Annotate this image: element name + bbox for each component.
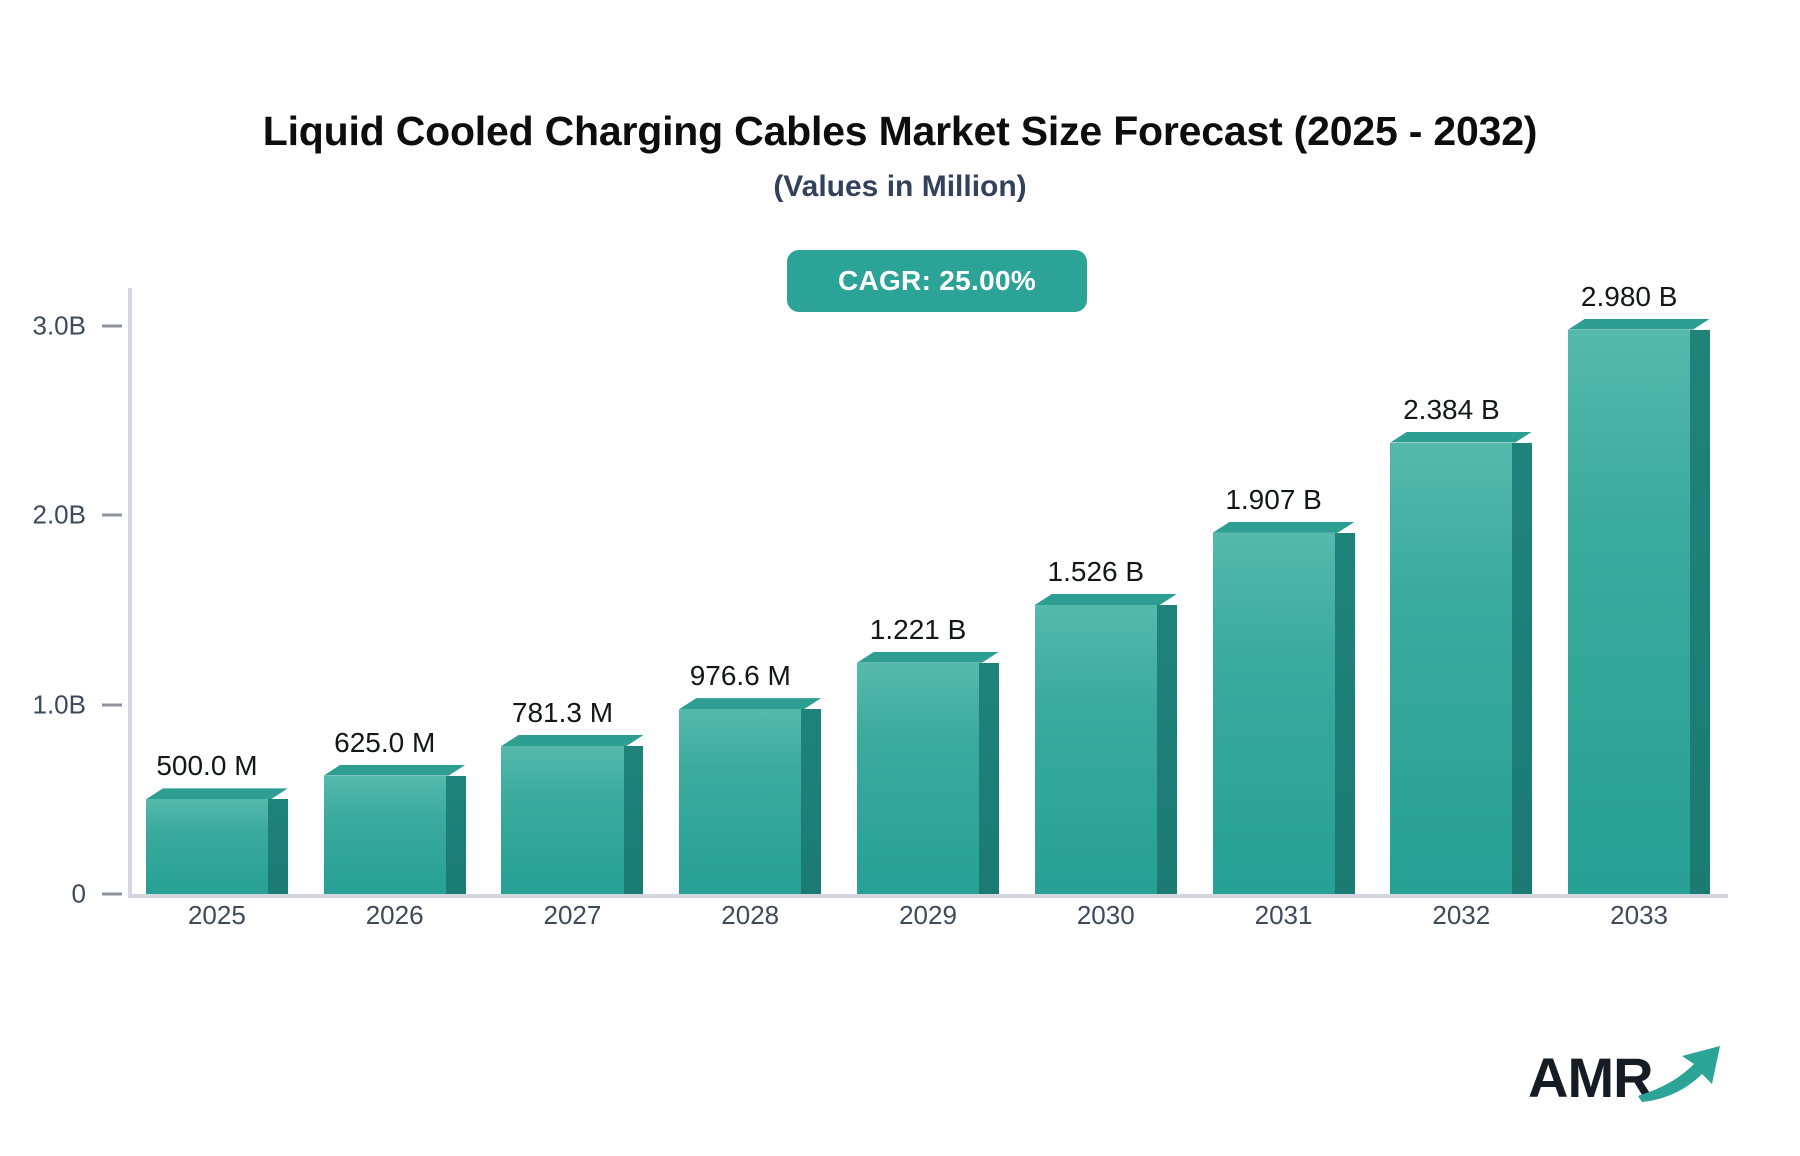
y-axis-line bbox=[128, 288, 132, 894]
x-axis-tick-label: 2032 bbox=[1432, 900, 1491, 930]
x-axis-tick-label: 2029 bbox=[899, 900, 957, 930]
y-axis-tick-label: 2.0B bbox=[32, 499, 87, 530]
x-axis-tick-label: 2031 bbox=[1254, 900, 1313, 930]
bar-column[interactable]: 1.907 B bbox=[1212, 288, 1355, 894]
bar-side-face bbox=[623, 746, 644, 894]
bar-side-face bbox=[1156, 605, 1177, 894]
bar-value-label: 1.907 B bbox=[1225, 483, 1322, 515]
y-axis-tick: 2.0B bbox=[32, 499, 122, 531]
bar-front-face bbox=[1568, 329, 1691, 894]
y-axis-tick-label: 3.0B bbox=[32, 310, 87, 341]
bar[interactable]: 625.0 M bbox=[323, 727, 466, 894]
bar-value-label: 500.0 M bbox=[156, 750, 258, 782]
bar-top-face bbox=[857, 651, 999, 663]
bar-column[interactable]: 500.0 M bbox=[145, 288, 288, 894]
bar-top-face bbox=[501, 735, 644, 747]
bar-front-face bbox=[1390, 442, 1513, 894]
y-axis-tick-label: 0 bbox=[71, 878, 86, 909]
bar-column[interactable]: 976.6 M bbox=[679, 288, 822, 894]
bar-side-face bbox=[1512, 442, 1533, 894]
bar-column[interactable]: 781.3 M bbox=[501, 288, 644, 894]
bar-value-label: 781.3 M bbox=[511, 697, 614, 729]
y-axis-tick-label: 1.0B bbox=[32, 689, 87, 720]
x-axis-tick-label: 2026 bbox=[365, 900, 424, 930]
bar[interactable]: 781.3 M bbox=[501, 697, 644, 894]
bar-side-face bbox=[268, 799, 288, 894]
y-axis-tick: 1.0B bbox=[32, 689, 122, 720]
bar-value-label: 2.980 B bbox=[1580, 280, 1678, 312]
bar[interactable]: 2.384 B bbox=[1390, 394, 1533, 894]
x-axis-ticks: 2025 2026 2027 2028 2029 2030 2031 2032 2033 bbox=[128, 900, 1728, 940]
x-axis-tick-label: 2033 bbox=[1610, 900, 1669, 930]
bar-column[interactable]: 1.221 B bbox=[857, 288, 999, 894]
bar-side-face bbox=[1690, 329, 1711, 894]
bar-value-label: 1.526 B bbox=[1047, 556, 1145, 588]
bar-value-label: 625.0 M bbox=[334, 726, 436, 758]
bar-value-label: 976.6 M bbox=[689, 660, 791, 692]
bar[interactable]: 500.0 M bbox=[145, 750, 288, 894]
bar-top-face bbox=[145, 788, 288, 800]
bar-front-face bbox=[679, 709, 802, 894]
bar[interactable]: 1.221 B bbox=[857, 614, 999, 894]
bar[interactable]: 1.907 B bbox=[1212, 484, 1355, 894]
bar-front-face bbox=[145, 799, 268, 894]
y-axis-tick-mark bbox=[102, 513, 122, 517]
x-axis-tick-label: 2025 bbox=[187, 900, 246, 930]
bar-front-face bbox=[323, 775, 446, 894]
amr-logo-text: AMR bbox=[1528, 1046, 1654, 1109]
growth-arrow-icon bbox=[1638, 1046, 1720, 1102]
bar-side-face bbox=[801, 709, 822, 894]
cagr-badge-label: CAGR: 25.00% bbox=[837, 265, 1037, 296]
bar-top-face bbox=[323, 764, 466, 776]
bar-column[interactable]: 2.384 B bbox=[1390, 288, 1533, 894]
y-axis-tick: 0 bbox=[72, 879, 122, 910]
bar-column[interactable]: 625.0 M bbox=[323, 288, 466, 894]
bar-top-face bbox=[1568, 318, 1711, 330]
bar-front-face bbox=[1212, 532, 1335, 894]
page-title: Liquid Cooled Charging Cables Market Siz… bbox=[262, 108, 1538, 154]
x-axis-tick-label: 2027 bbox=[543, 900, 602, 930]
bar-side-face bbox=[979, 662, 999, 894]
amr-logo: AMR bbox=[1528, 1042, 1720, 1122]
x-axis-tick-label: 2028 bbox=[721, 900, 780, 930]
y-axis-tick-mark bbox=[102, 892, 122, 896]
bar-side-face bbox=[1334, 532, 1355, 894]
bar-top-face bbox=[1212, 521, 1355, 533]
bar-column[interactable]: 2.980 B bbox=[1568, 281, 1711, 894]
y-axis-tick-mark bbox=[102, 703, 122, 707]
bar[interactable]: 1.526 B bbox=[1034, 556, 1177, 894]
bar-top-face bbox=[679, 698, 822, 710]
bar-top-face bbox=[1034, 594, 1177, 606]
cagr-badge: CAGR: 25.00% bbox=[787, 250, 1087, 312]
bar-value-label: 1.221 B bbox=[869, 613, 967, 645]
bar-top-face bbox=[1390, 431, 1533, 443]
bar-series: 500.0 M 625.0 M 781.3 M 976.6 M 1.221 B 1.526… bbox=[128, 281, 1728, 894]
bar-front-face bbox=[1034, 605, 1157, 894]
chart-subtitle: (Values in Million) bbox=[773, 170, 1027, 203]
x-axis-line bbox=[128, 894, 1728, 898]
bar[interactable]: 976.6 M bbox=[679, 660, 822, 894]
bar[interactable]: 2.980 B bbox=[1568, 281, 1711, 894]
plot-area: 0 1.0B 2.0B 3.0B 500.0 M 625.0 M 781.3 M 976.6… bbox=[33, 281, 1728, 909]
bar-column[interactable]: 1.526 B bbox=[1034, 288, 1177, 894]
bar-front-face bbox=[501, 746, 624, 894]
bar-front-face bbox=[857, 662, 980, 894]
bar-side-face bbox=[445, 775, 466, 894]
x-axis-tick-label: 2030 bbox=[1076, 900, 1135, 930]
y-axis-tick: 3.0B bbox=[32, 310, 122, 341]
bar-value-label: 2.384 B bbox=[1403, 393, 1500, 425]
y-axis-tick-mark bbox=[102, 324, 122, 328]
